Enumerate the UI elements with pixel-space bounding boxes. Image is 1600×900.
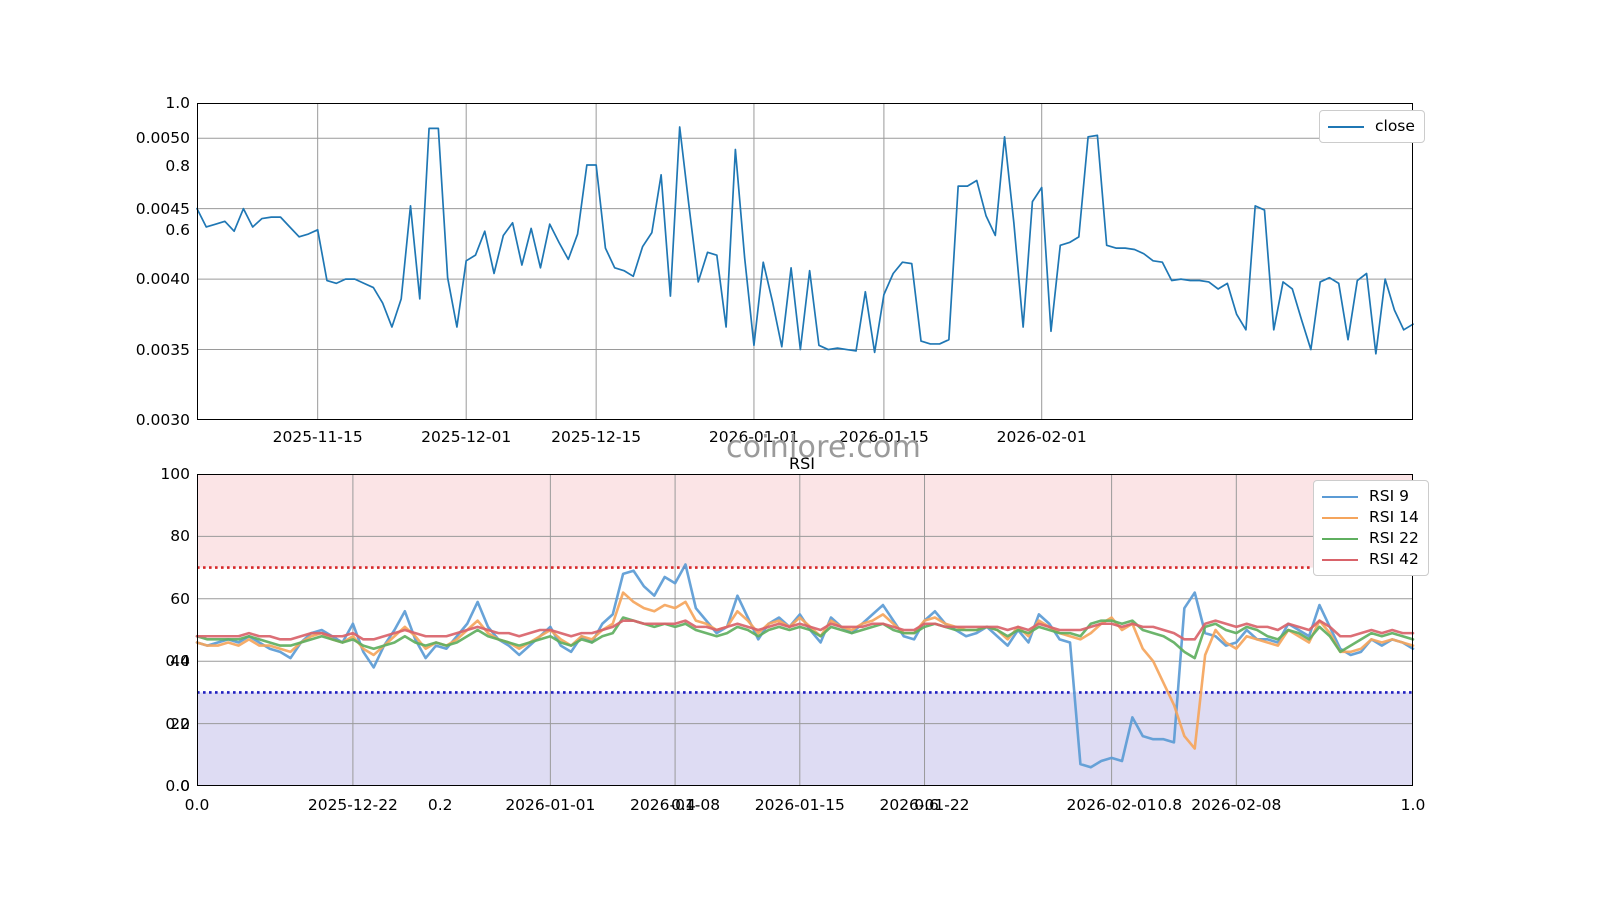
legend-item[interactable]: RSI 22 — [1322, 528, 1419, 549]
legend-item[interactable]: RSI 9 — [1322, 486, 1419, 507]
rsi-chart-panel — [195, 474, 1415, 786]
axis-tick-label-y: 60 — [170, 589, 190, 608]
axis-tick-label-y: 0.2 — [165, 714, 190, 733]
axis-tick-label-x: 2025-12-22 — [307, 796, 398, 814]
axis-tick-label-y: 0 — [180, 777, 190, 795]
axis-tick-label-y: 100 — [160, 465, 190, 483]
legend-item[interactable]: RSI 42 — [1322, 549, 1419, 570]
axis-tick-label-y: 0.8 — [165, 157, 190, 176]
axis-tick-label-x: 2025-12-15 — [551, 428, 642, 446]
axis-tick-label-x: 2026-02-01 — [1066, 796, 1157, 814]
rsi-line-rsi-42 — [195, 619, 1415, 641]
legend-color-swatch — [1322, 516, 1358, 519]
rsi-zone-band — [197, 474, 1413, 568]
legend-color-swatch — [1322, 537, 1358, 540]
price-legend[interactable]: close — [1319, 110, 1425, 143]
axis-tick-label-x: 0.6 — [914, 796, 939, 814]
axis-tick-label-y: 40 — [170, 652, 190, 671]
rsi-panel-title: RSI — [789, 454, 815, 473]
legend-item-label: RSI 9 — [1369, 487, 1409, 505]
axis-tick-label-y: 20 — [170, 714, 190, 733]
price-plot-area — [196, 103, 1414, 420]
rsi-zone-band — [197, 692, 1413, 786]
axis-tick-label-x: 2026-01-15 — [838, 428, 929, 446]
legend-item-label: RSI 14 — [1369, 508, 1419, 526]
axis-tick-label-y: 0.0030 — [135, 411, 190, 429]
axis-tick-label-y: 0.6 — [165, 220, 190, 239]
axis-tick-label-y: 80 — [170, 527, 190, 546]
legend-item[interactable]: close — [1328, 116, 1415, 137]
axis-tick-label-y: 0.0035 — [135, 340, 190, 359]
legend-item[interactable]: RSI 14 — [1322, 507, 1419, 528]
rsi-legend[interactable]: RSI 9 RSI 14 RSI 22 RSI 42 — [1313, 480, 1429, 576]
axis-tick-label-x: 0.4 — [671, 796, 696, 814]
price-chart-panel — [196, 103, 1414, 420]
axis-tick-label-x: 2026-01-01 — [505, 796, 596, 814]
legend-item-label: RSI 22 — [1369, 529, 1419, 547]
watermark: coinlore.com — [726, 430, 922, 465]
axis-tick-label-y: 0.0045 — [135, 199, 190, 218]
axis-tick-label-y: 0.0040 — [135, 270, 190, 289]
legend-color-swatch — [1322, 495, 1358, 498]
axis-tick-label-x: 0.0 — [184, 796, 210, 814]
legend-color-swatch — [1322, 558, 1358, 561]
axis-tick-label-x: 0.8 — [1157, 796, 1183, 814]
legend-item-label: RSI 42 — [1369, 550, 1419, 568]
axis-tick-label-y: 0.0050 — [135, 129, 190, 148]
axis-tick-label-x: 0.2 — [427, 796, 453, 814]
axis-tick-label-x: 1.0 — [1400, 796, 1426, 814]
axis-tick-label-x: 2026-01-01 — [708, 428, 799, 446]
legend-color-swatch — [1328, 125, 1364, 128]
rsi-line-rsi-22 — [195, 616, 1415, 660]
axis-tick-label-x: 2025-11-15 — [272, 428, 363, 446]
axis-tick-label-x: 2025-12-01 — [421, 428, 512, 446]
price-line-close — [196, 126, 1414, 355]
axis-tick-label-x: 2026-01-15 — [754, 796, 845, 814]
axis-tick-label-y: 1.0 — [165, 94, 190, 112]
axis-tick-label-y: 0.0 — [165, 777, 190, 795]
axis-tick-label-x: 2026-01-22 — [879, 796, 970, 814]
axis-tick-label-x: 2026-01-08 — [630, 796, 721, 814]
axis-tick-label-y: 0.4 — [165, 652, 190, 671]
axis-tick-label-x: 2026-02-08 — [1191, 796, 1282, 814]
axis-tick-label-x: 2026-02-01 — [996, 428, 1087, 446]
legend-item-label: close — [1375, 117, 1415, 135]
rsi-plot-area — [195, 474, 1415, 786]
